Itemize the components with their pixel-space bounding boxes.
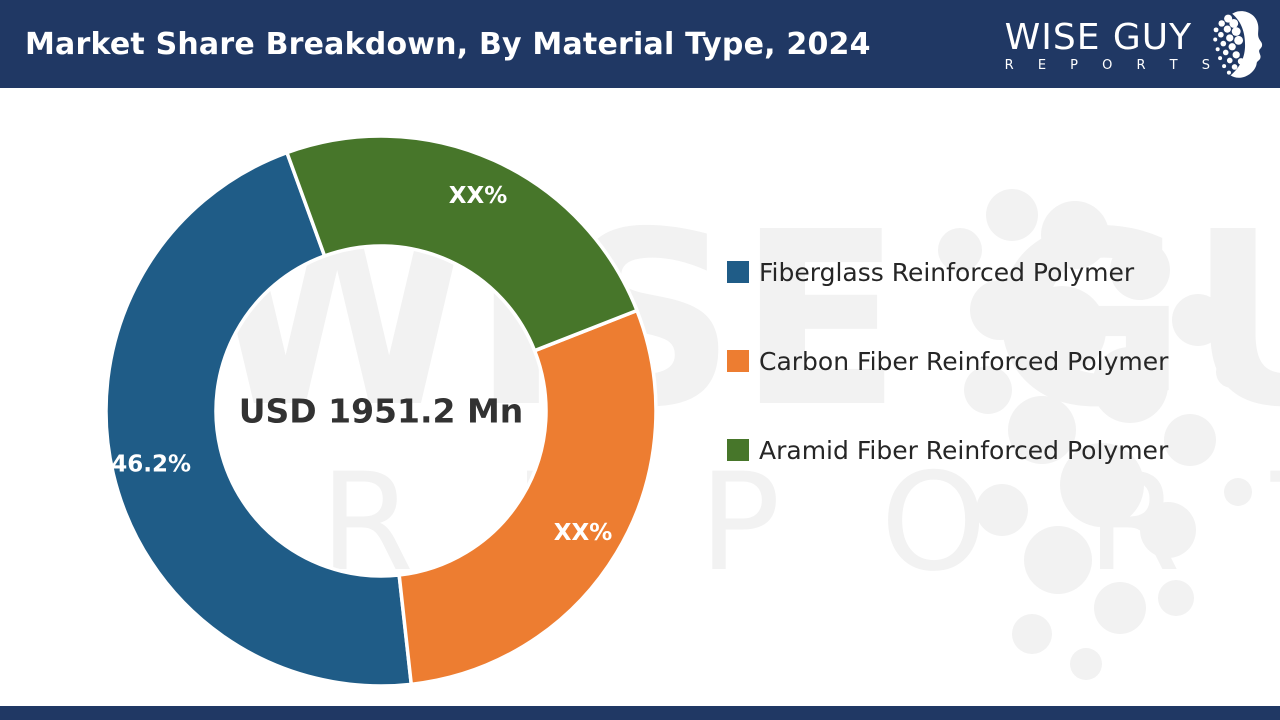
donut-center-value: USD 1951.2 Mn [239, 392, 524, 431]
logo-subtitle: R E P O R T S [1004, 58, 1220, 73]
logo-wordmark: WISE GUY [1004, 17, 1193, 58]
legend-swatch-fiberglass [727, 261, 749, 283]
donut-segment-fiberglass-reinforced-polymer[interactable] [104, 150, 414, 688]
logo-face-icon [1213, 11, 1263, 78]
legend-swatch-aramid [727, 439, 749, 461]
page-title: Market Share Breakdown, By Material Type… [25, 26, 871, 62]
wise-guy-logo: WISE GUY R E P O R T S [1005, 8, 1266, 84]
legend-item: Aramid Fiber Reinforced Polymer [727, 434, 1168, 466]
wise-guy-logo-text: WISE GUY R E P O R T S [1004, 17, 1220, 73]
legend-label: Carbon Fiber Reinforced Polymer [759, 346, 1169, 376]
header-bar: Market Share Breakdown, By Material Type… [0, 0, 1280, 88]
legend-item: Carbon Fiber Reinforced Polymer [727, 345, 1168, 377]
donut-segment-carbon-fiber-reinforced-polymer[interactable] [397, 308, 658, 687]
legend-swatch-carbon [727, 350, 749, 372]
legend-item: Fiberglass Reinforced Polymer [727, 256, 1168, 288]
donut-segment-aramid-fiber-reinforced-polymer[interactable] [285, 134, 639, 353]
footer-bar [0, 706, 1280, 720]
legend-label: Aramid Fiber Reinforced Polymer [759, 435, 1169, 465]
legend-label: Fiberglass Reinforced Polymer [759, 257, 1135, 287]
chart-legend: Fiberglass Reinforced Polymer Carbon Fib… [727, 256, 1168, 523]
